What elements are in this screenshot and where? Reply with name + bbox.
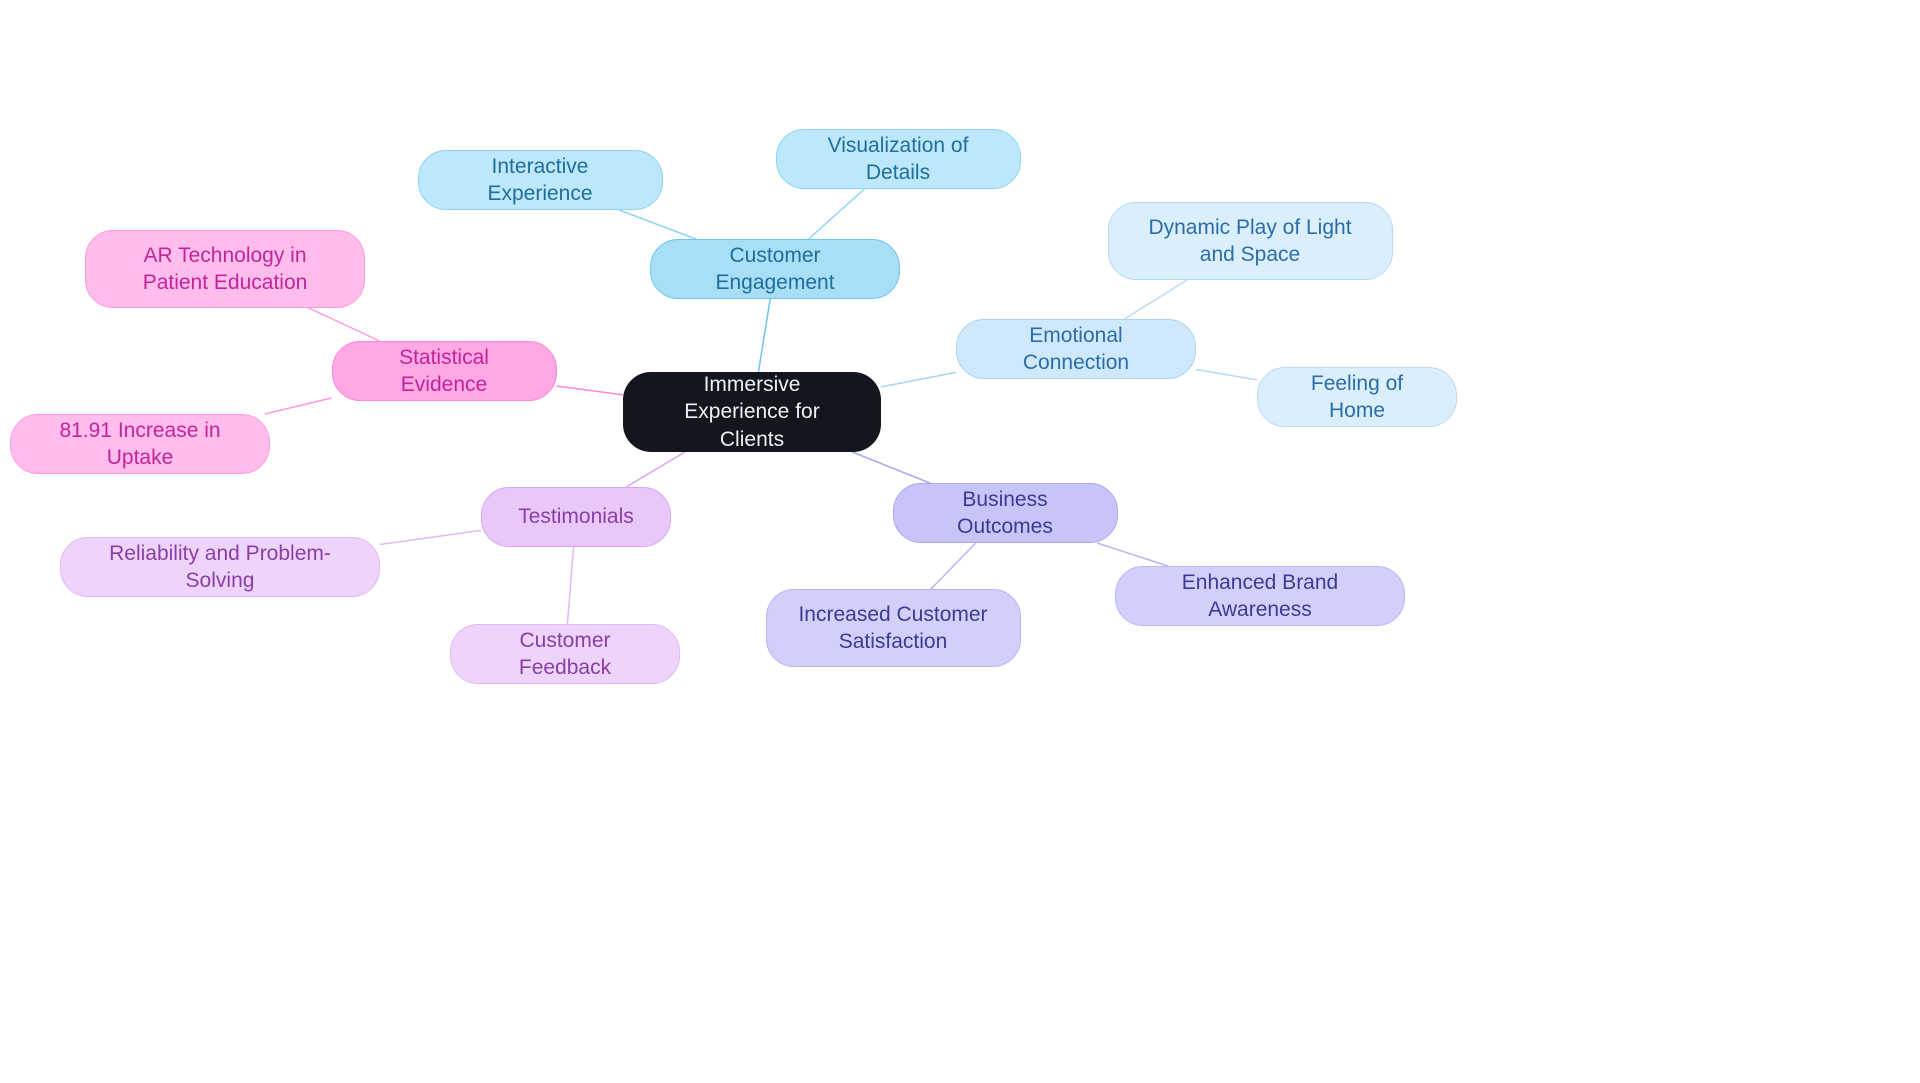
mindmap-node: Statistical Evidence: [332, 341, 557, 401]
edge: [567, 547, 573, 624]
edge: [557, 386, 624, 395]
mindmap-node: 81.91 Increase in Uptake: [10, 414, 270, 474]
root-node: Immersive Experience for Clients: [623, 372, 881, 452]
node-label: Reliability and Problem-Solving: [89, 540, 351, 595]
mindmap-node: Customer Feedback: [450, 624, 680, 684]
edge: [1124, 280, 1187, 319]
node-label: Business Outcomes: [922, 486, 1089, 541]
mindmap-node: Business Outcomes: [893, 483, 1118, 543]
mindmap-node: Interactive Experience: [418, 150, 663, 210]
edge: [1097, 543, 1168, 566]
node-label: Customer Feedback: [479, 627, 651, 682]
mindmap-node: Visualization of Details: [776, 129, 1021, 189]
node-label: Visualization of Details: [805, 132, 992, 187]
edge: [852, 452, 930, 483]
edge: [1196, 369, 1257, 379]
node-label: Customer Engagement: [679, 242, 871, 297]
mindmap-node: Emotional Connection: [956, 319, 1196, 379]
edge: [380, 530, 481, 544]
edge: [619, 210, 696, 239]
node-label: Increased Customer Satisfaction: [795, 601, 992, 656]
mindmap-node: AR Technology in Patient Education: [85, 230, 365, 308]
node-label: Interactive Experience: [447, 153, 634, 208]
node-label: Feeling of Home: [1286, 370, 1428, 425]
node-label: Immersive Experience for Clients: [652, 371, 852, 453]
mindmap-node: Enhanced Brand Awareness: [1115, 566, 1405, 626]
edge: [758, 299, 770, 372]
edge: [265, 398, 332, 414]
edge: [809, 189, 865, 239]
mindmap-node: Dynamic Play of Light and Space: [1108, 202, 1393, 280]
node-label: Testimonials: [518, 503, 634, 530]
mindmap-node: Customer Engagement: [650, 239, 900, 299]
edge: [626, 452, 685, 487]
mindmap-node: Testimonials: [481, 487, 671, 547]
mindmap-node: Increased Customer Satisfaction: [766, 589, 1021, 667]
node-label: Emotional Connection: [985, 322, 1167, 377]
node-label: Enhanced Brand Awareness: [1144, 569, 1376, 624]
edge: [881, 372, 956, 387]
node-label: Statistical Evidence: [361, 344, 528, 399]
edge: [931, 543, 976, 589]
node-label: AR Technology in Patient Education: [114, 242, 336, 297]
node-label: Dynamic Play of Light and Space: [1137, 214, 1364, 269]
node-label: 81.91 Increase in Uptake: [39, 417, 241, 472]
mindmap-node: Reliability and Problem-Solving: [60, 537, 380, 597]
edge: [309, 308, 380, 341]
mindmap-node: Feeling of Home: [1257, 367, 1457, 427]
